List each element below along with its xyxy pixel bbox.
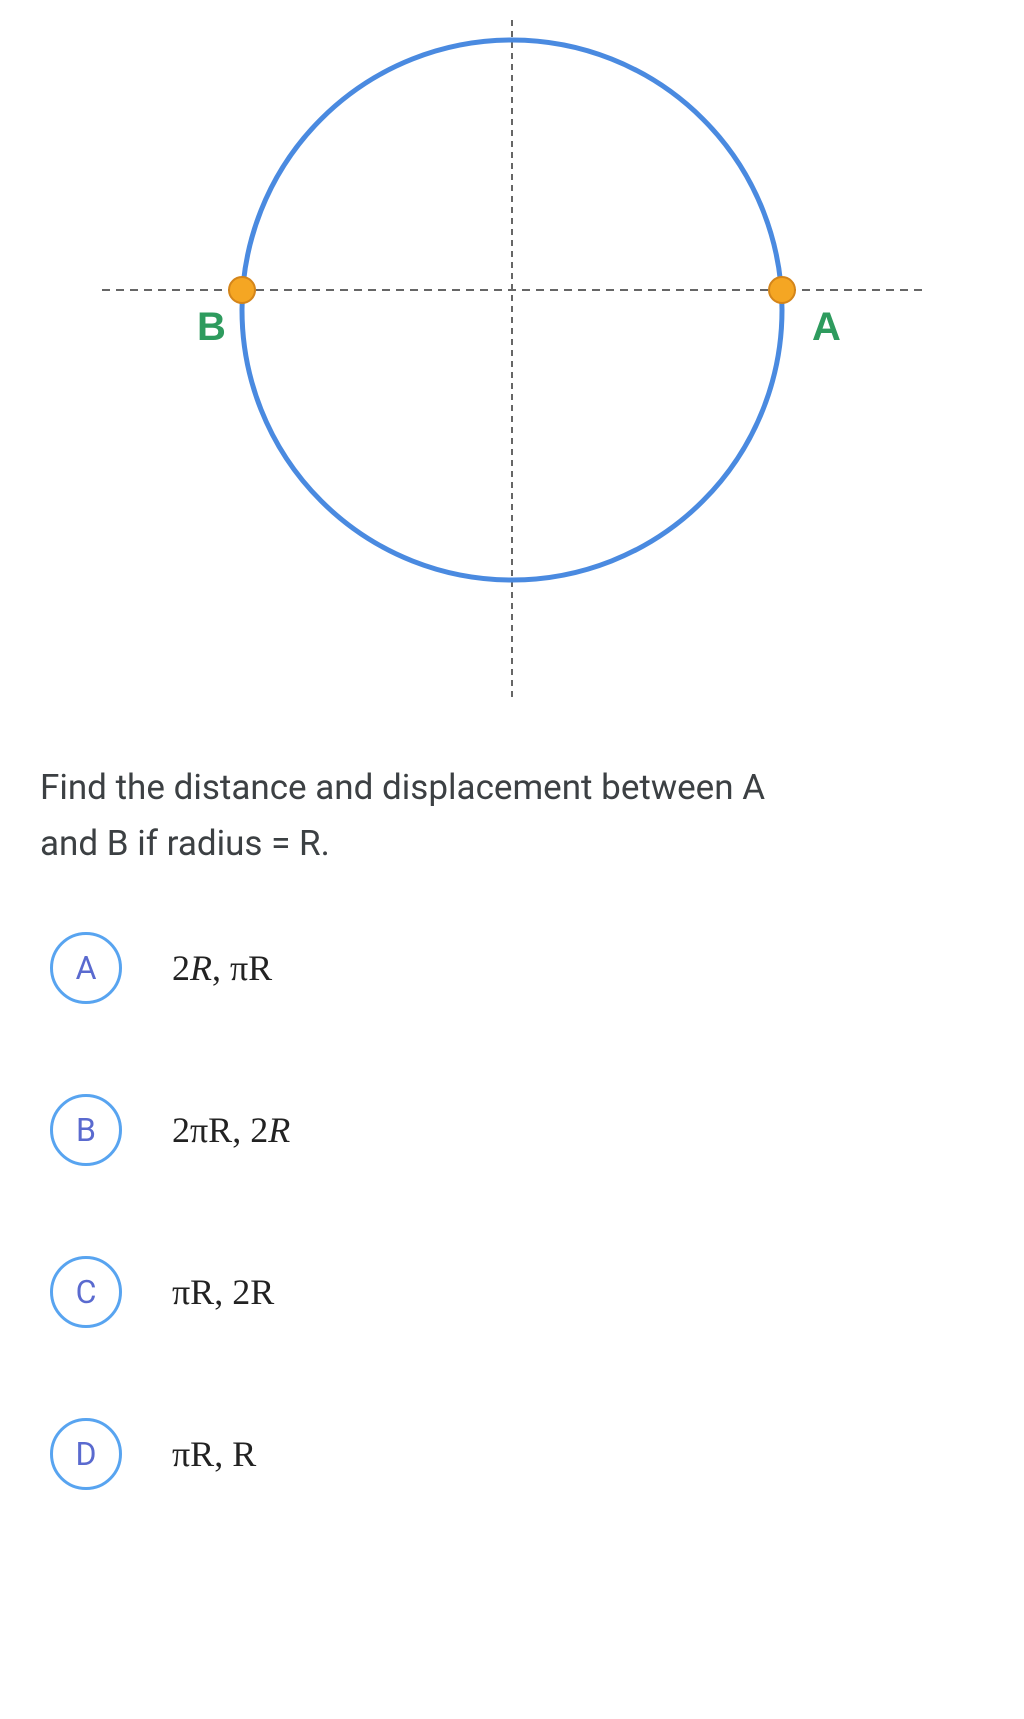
circle-diagram: B A — [102, 20, 922, 700]
option-b-letter: B — [76, 1111, 96, 1149]
diagram-container: B A — [40, 0, 984, 740]
option-b-badge: B — [50, 1094, 122, 1166]
option-b-text: 2πR, 2R — [172, 1109, 290, 1151]
point-b-label: B — [197, 305, 226, 349]
option-d-badge: D — [50, 1418, 122, 1490]
point-a-marker — [769, 277, 795, 303]
point-b-marker — [229, 277, 255, 303]
question-line-2: and B if radius = R. — [40, 823, 330, 864]
option-a[interactable]: A 2R, πR — [50, 932, 984, 1004]
option-c-badge: C — [50, 1256, 122, 1328]
option-c-text: πR, 2R — [172, 1271, 274, 1313]
question-text: Find the distance and displacement betwe… — [40, 760, 984, 872]
point-a-label: A — [812, 305, 841, 349]
option-a-badge: A — [50, 932, 122, 1004]
options-list: A 2R, πR B 2πR, 2R C πR, 2R D πR, R — [40, 932, 984, 1490]
option-c[interactable]: C πR, 2R — [50, 1256, 984, 1328]
option-a-letter: A — [76, 949, 97, 987]
option-d-letter: D — [76, 1435, 97, 1473]
option-c-letter: C — [76, 1273, 97, 1311]
option-a-text: 2R, πR — [172, 947, 272, 989]
question-line-1: Find the distance and displacement betwe… — [40, 767, 765, 808]
option-d-text: πR, R — [172, 1433, 256, 1475]
option-b[interactable]: B 2πR, 2R — [50, 1094, 984, 1166]
option-d[interactable]: D πR, R — [50, 1418, 984, 1490]
